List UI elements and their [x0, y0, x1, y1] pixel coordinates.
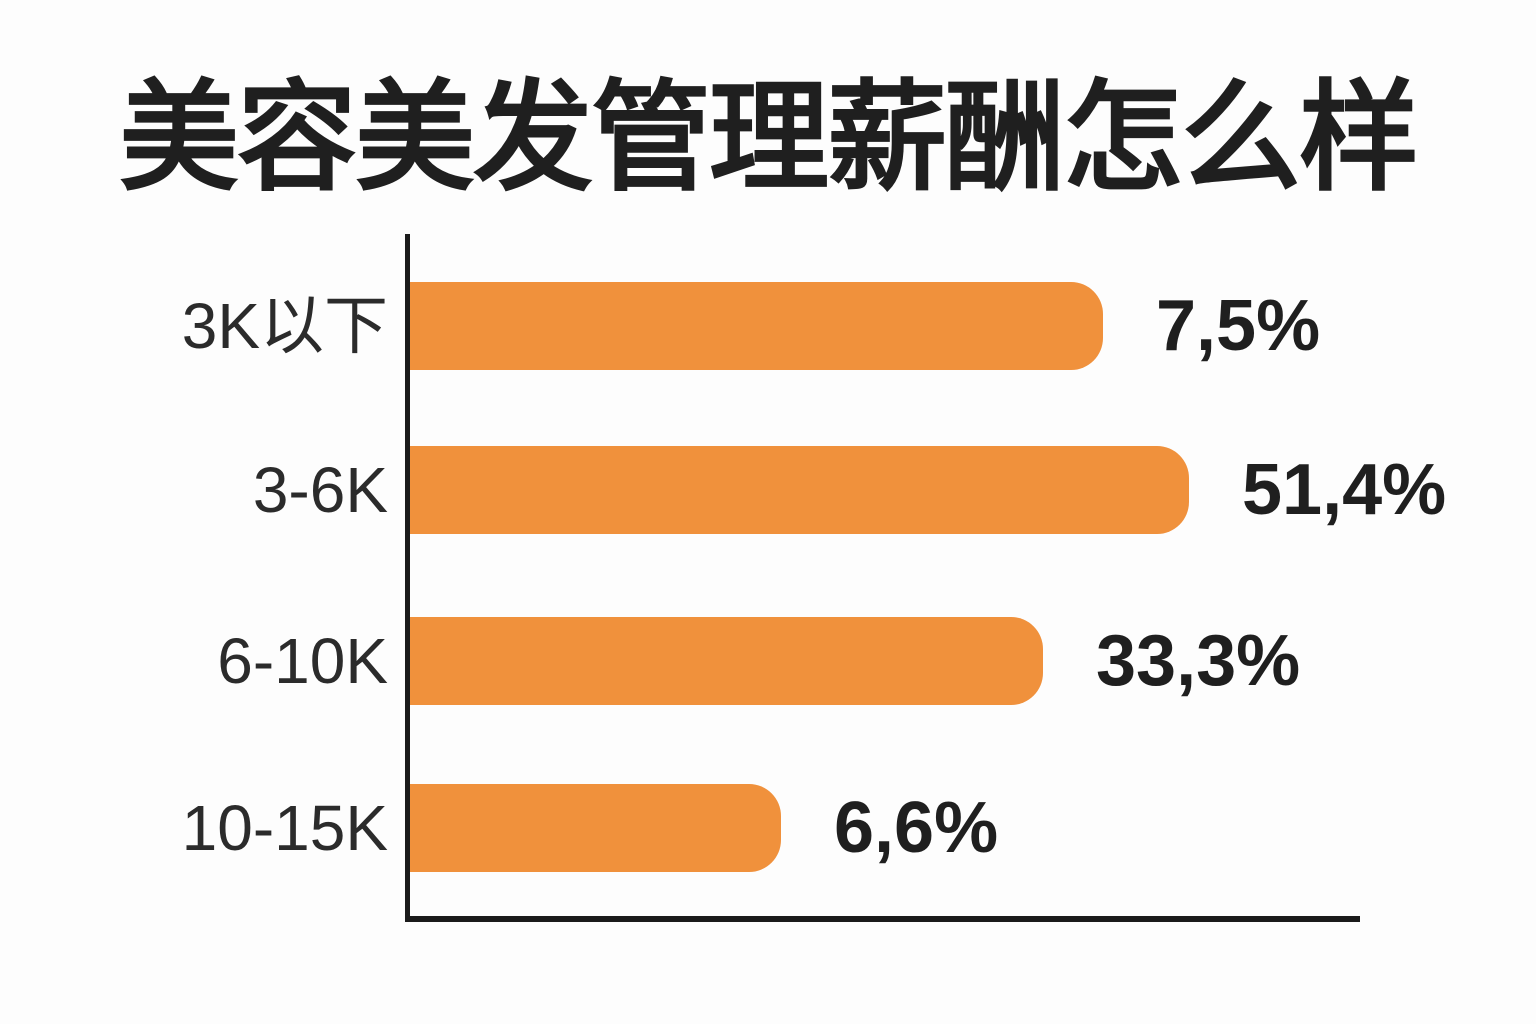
bar-rect	[409, 617, 1043, 705]
value-label: 7,5%	[1156, 286, 1321, 366]
bar-rect	[409, 282, 1103, 370]
value-label: 33,3%	[1096, 621, 1301, 701]
bar-rect	[409, 784, 781, 872]
category-label: 6-10K	[217, 625, 388, 697]
category-label: 3-6K	[252, 454, 388, 526]
value-label: 51,4%	[1242, 450, 1447, 530]
page-title: 美容美发管理薪酬怎么样	[119, 71, 1419, 205]
bar-row: 6-10K 33,3%	[0, 617, 1536, 705]
y-axis-line	[405, 234, 410, 922]
bar-row: 10-15K 6,6%	[0, 784, 1536, 872]
bar-chart: 3K以下 7,5% 3-6K 51,4% 6-10K 33,3% 10-15K …	[0, 232, 1536, 932]
value-label: 6,6%	[834, 788, 999, 868]
bar-row: 3K以下 7,5%	[0, 282, 1536, 370]
bar-rect	[409, 446, 1189, 534]
x-axis-line	[405, 916, 1360, 922]
bar-row: 3-6K 51,4%	[0, 446, 1536, 534]
category-label: 3K以下	[181, 290, 388, 362]
category-label: 10-15K	[181, 792, 388, 864]
